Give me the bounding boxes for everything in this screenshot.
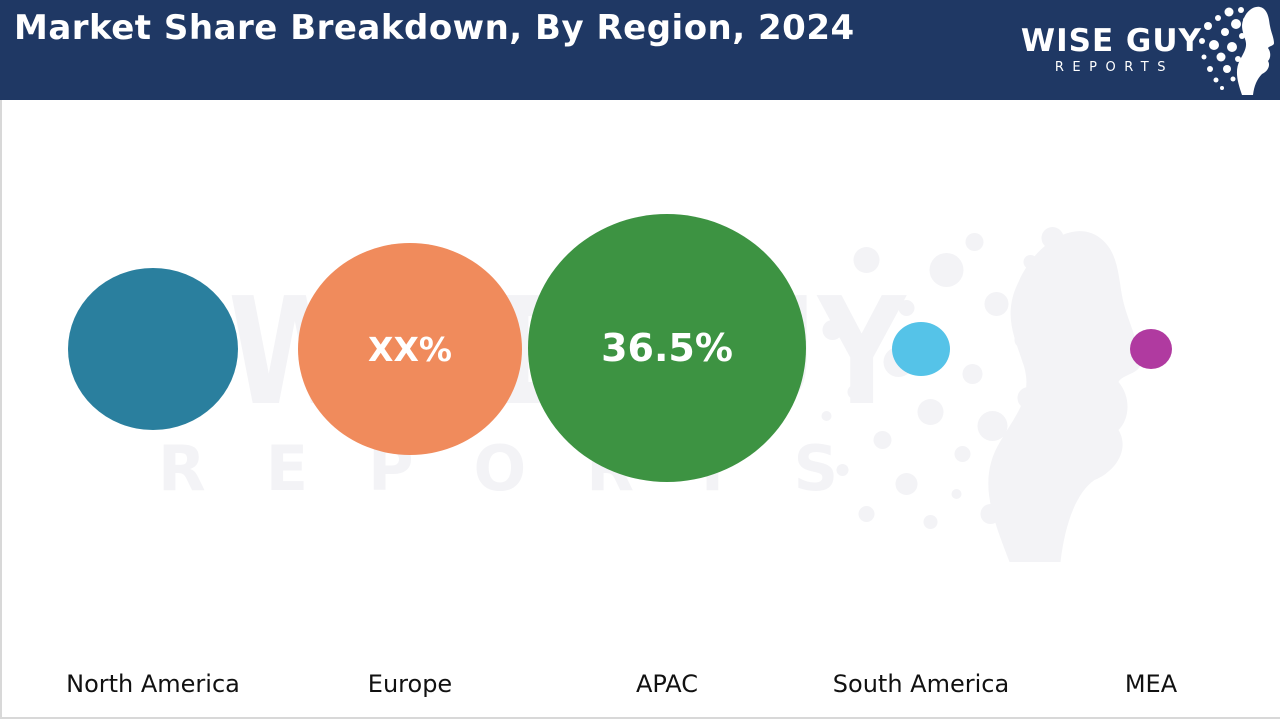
brand-face-icon [1199, 6, 1274, 95]
y-axis-line [0, 100, 2, 719]
brand-subtitle: REPORTS [1054, 59, 1174, 75]
header: Market Share Breakdown, By Region, 2024 … [0, 0, 1280, 100]
category-label-europe: Europe [367, 670, 453, 698]
bubble-value-label: XX% [368, 329, 452, 369]
brand-text: WISE GUY REPORTS [1020, 22, 1202, 75]
bubble-value-label: 36.5% [601, 326, 733, 370]
category-label-apac: APAC [635, 670, 699, 698]
category-label-north-america: North America [66, 670, 240, 698]
x-axis-line [0, 717, 1280, 719]
bubble-apac: 36.5% [528, 214, 806, 482]
bubble-south-america [892, 322, 950, 376]
category-label-mea: MEA [1124, 670, 1178, 698]
bubble-north-america [68, 268, 238, 430]
brand-name: WISE GUY [1020, 22, 1202, 59]
brand-logo: WISE GUY REPORTS [1021, 4, 1276, 96]
bubble-mea [1130, 329, 1172, 369]
category-label-south-america: South America [832, 670, 1010, 698]
bubble-europe: XX% [298, 243, 522, 455]
page-title: Market Share Breakdown, By Region, 2024 [14, 8, 855, 48]
